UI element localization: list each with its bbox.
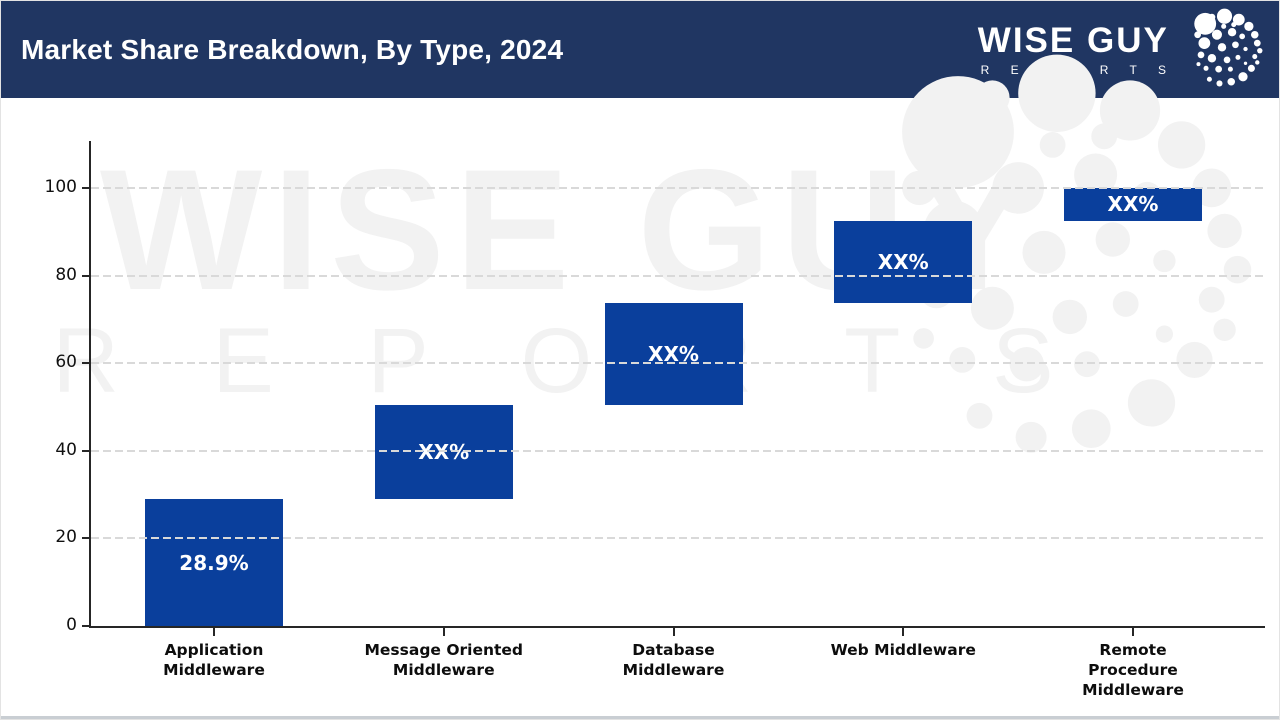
y-tick-mark: [82, 625, 91, 627]
bar-segment: XX%: [834, 220, 973, 303]
gridline: [91, 362, 1265, 365]
brand-name: WISE GUY: [977, 21, 1169, 60]
y-tick-label: 100: [44, 177, 77, 197]
bar-value-label: XX%: [877, 249, 929, 274]
y-tick-label: 80: [55, 264, 77, 285]
y-tick-mark: [82, 362, 91, 365]
x-category-label: Application Middleware: [163, 641, 265, 679]
x-tick-mark: [213, 628, 215, 636]
x-tick-mark: [902, 628, 905, 636]
gridline: [91, 537, 1265, 540]
y-tick-label: 40: [55, 439, 77, 460]
brand-logo: WISE GUY R E P O R T S: [972, 7, 1265, 91]
y-tick-mark: [82, 537, 91, 540]
x-category-label: Message Oriented Middleware: [364, 641, 524, 679]
x-tick-mark: [1132, 628, 1134, 636]
y-tick-label: 0: [66, 615, 77, 635]
y-tick-label: 60: [55, 352, 77, 373]
bar-value-label: 28.9%: [179, 550, 249, 575]
plot-area: 0 20 40 60 80 100 Application Middleware 28.9% M…: [45, 141, 1265, 699]
bar-segment: XX%: [604, 302, 743, 405]
bar-value-label: XX%: [1107, 192, 1159, 217]
bar-value-label: XX%: [418, 440, 470, 465]
bottom-edge-line: [1, 716, 1279, 719]
bar-segment: XX%: [374, 404, 513, 500]
y-tick-mark: [82, 274, 91, 277]
brand-logo-text: WISE GUY R E P O R T S: [972, 21, 1175, 77]
y-tick-label: 20: [55, 527, 77, 548]
gridline: [91, 274, 1265, 277]
x-category-label: Remote Procedure Middleware: [1082, 641, 1184, 699]
bar-segment: XX%: [1064, 188, 1202, 221]
x-category-label: Database Middleware: [622, 641, 725, 679]
gridline: [91, 187, 1265, 189]
x-tick-mark: [672, 628, 675, 636]
x-tick-mark: [442, 628, 445, 636]
x-category-label: Web Middleware: [830, 641, 976, 659]
y-tick-mark: [82, 449, 91, 452]
header-bar: Market Share Breakdown, By Type, 2024 WI…: [1, 1, 1279, 98]
brand-face-icon: [1179, 7, 1265, 91]
brand-subname: R E P O R T S: [980, 63, 1175, 77]
y-tick-mark: [82, 187, 91, 189]
bar-segment: 28.9%: [145, 499, 283, 626]
chart-title: Market Share Breakdown, By Type, 2024: [21, 33, 564, 65]
gridline: [91, 449, 1265, 452]
bar-value-label: XX%: [648, 341, 699, 366]
